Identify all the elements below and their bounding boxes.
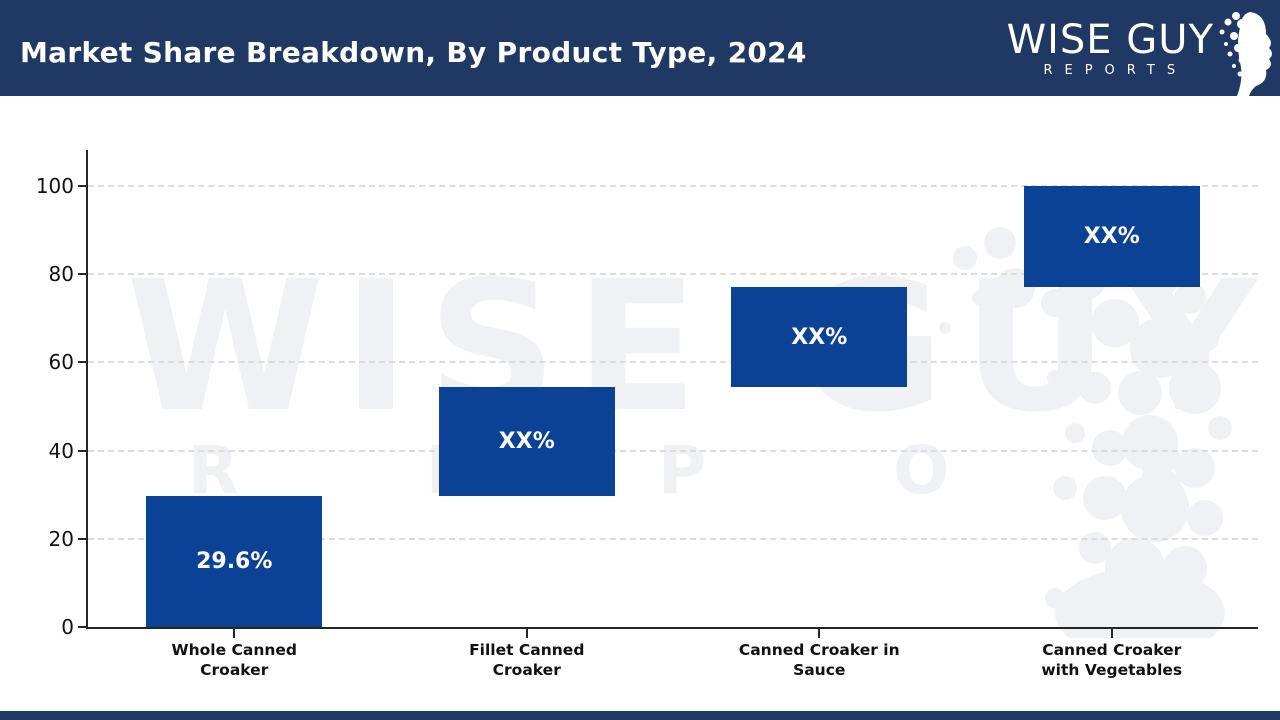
chart-title: Market Share Breakdown, By Product Type,… — [20, 36, 807, 69]
brand-subname: REPORTS — [1043, 63, 1188, 78]
brand-head-icon — [1219, 12, 1272, 96]
x-category-label: Fillet Canned Croaker — [469, 641, 585, 679]
brand-name: WISE GUY — [1006, 17, 1214, 63]
bar-segment: 29.6% — [146, 496, 323, 627]
bar-segment: XX% — [1023, 186, 1200, 287]
x-category-label: Canned Croaker with Vegetables — [1041, 641, 1183, 679]
brand-logo-text: WISE GUY REPORTS — [1007, 20, 1214, 78]
y-tick-mark-100 — [78, 185, 87, 187]
bar-segment: XX% — [731, 286, 908, 388]
y-axis-line — [86, 150, 88, 629]
bar-segment: XX% — [438, 387, 615, 497]
grid-line-20 — [88, 537, 1258, 540]
x-tick-mark — [525, 629, 528, 638]
bar-value-label: XX% — [791, 324, 848, 350]
x-axis-line — [86, 627, 1258, 629]
y-tick-label-80: 80 — [48, 262, 74, 287]
y-tick-mark-60 — [78, 361, 87, 364]
grid-line-60 — [88, 361, 1258, 364]
footer-bar — [0, 711, 1280, 720]
y-tick-mark-0 — [78, 626, 87, 628]
grid-line-80 — [88, 273, 1258, 276]
bar-value-label: XX% — [498, 429, 555, 455]
brand-logo: WISE GUY REPORTS — [1007, 10, 1274, 96]
y-tick-label-20: 20 — [48, 526, 74, 551]
x-category-label: Canned Croaker in Sauce — [738, 641, 900, 679]
header-bar: Market Share Breakdown, By Product Type,… — [0, 0, 1280, 96]
y-tick-mark-40 — [78, 449, 87, 452]
x-tick-mark — [1110, 629, 1113, 638]
bar-value-label: 29.6% — [196, 549, 273, 575]
grid-line-40 — [88, 449, 1258, 452]
bar-value-label: XX% — [1083, 223, 1140, 249]
y-tick-label-100: 100 — [35, 174, 74, 198]
y-tick-mark-80 — [78, 273, 87, 276]
y-tick-mark-20 — [78, 537, 87, 540]
x-tick-mark — [818, 629, 821, 638]
y-tick-label-0: 0 — [61, 615, 74, 639]
x-category-label: Whole Canned Croaker — [171, 641, 297, 679]
x-tick-mark — [233, 629, 236, 638]
y-tick-label-40: 40 — [48, 438, 74, 463]
y-tick-label-60: 60 — [48, 350, 74, 375]
grid-line-100 — [88, 185, 1258, 187]
